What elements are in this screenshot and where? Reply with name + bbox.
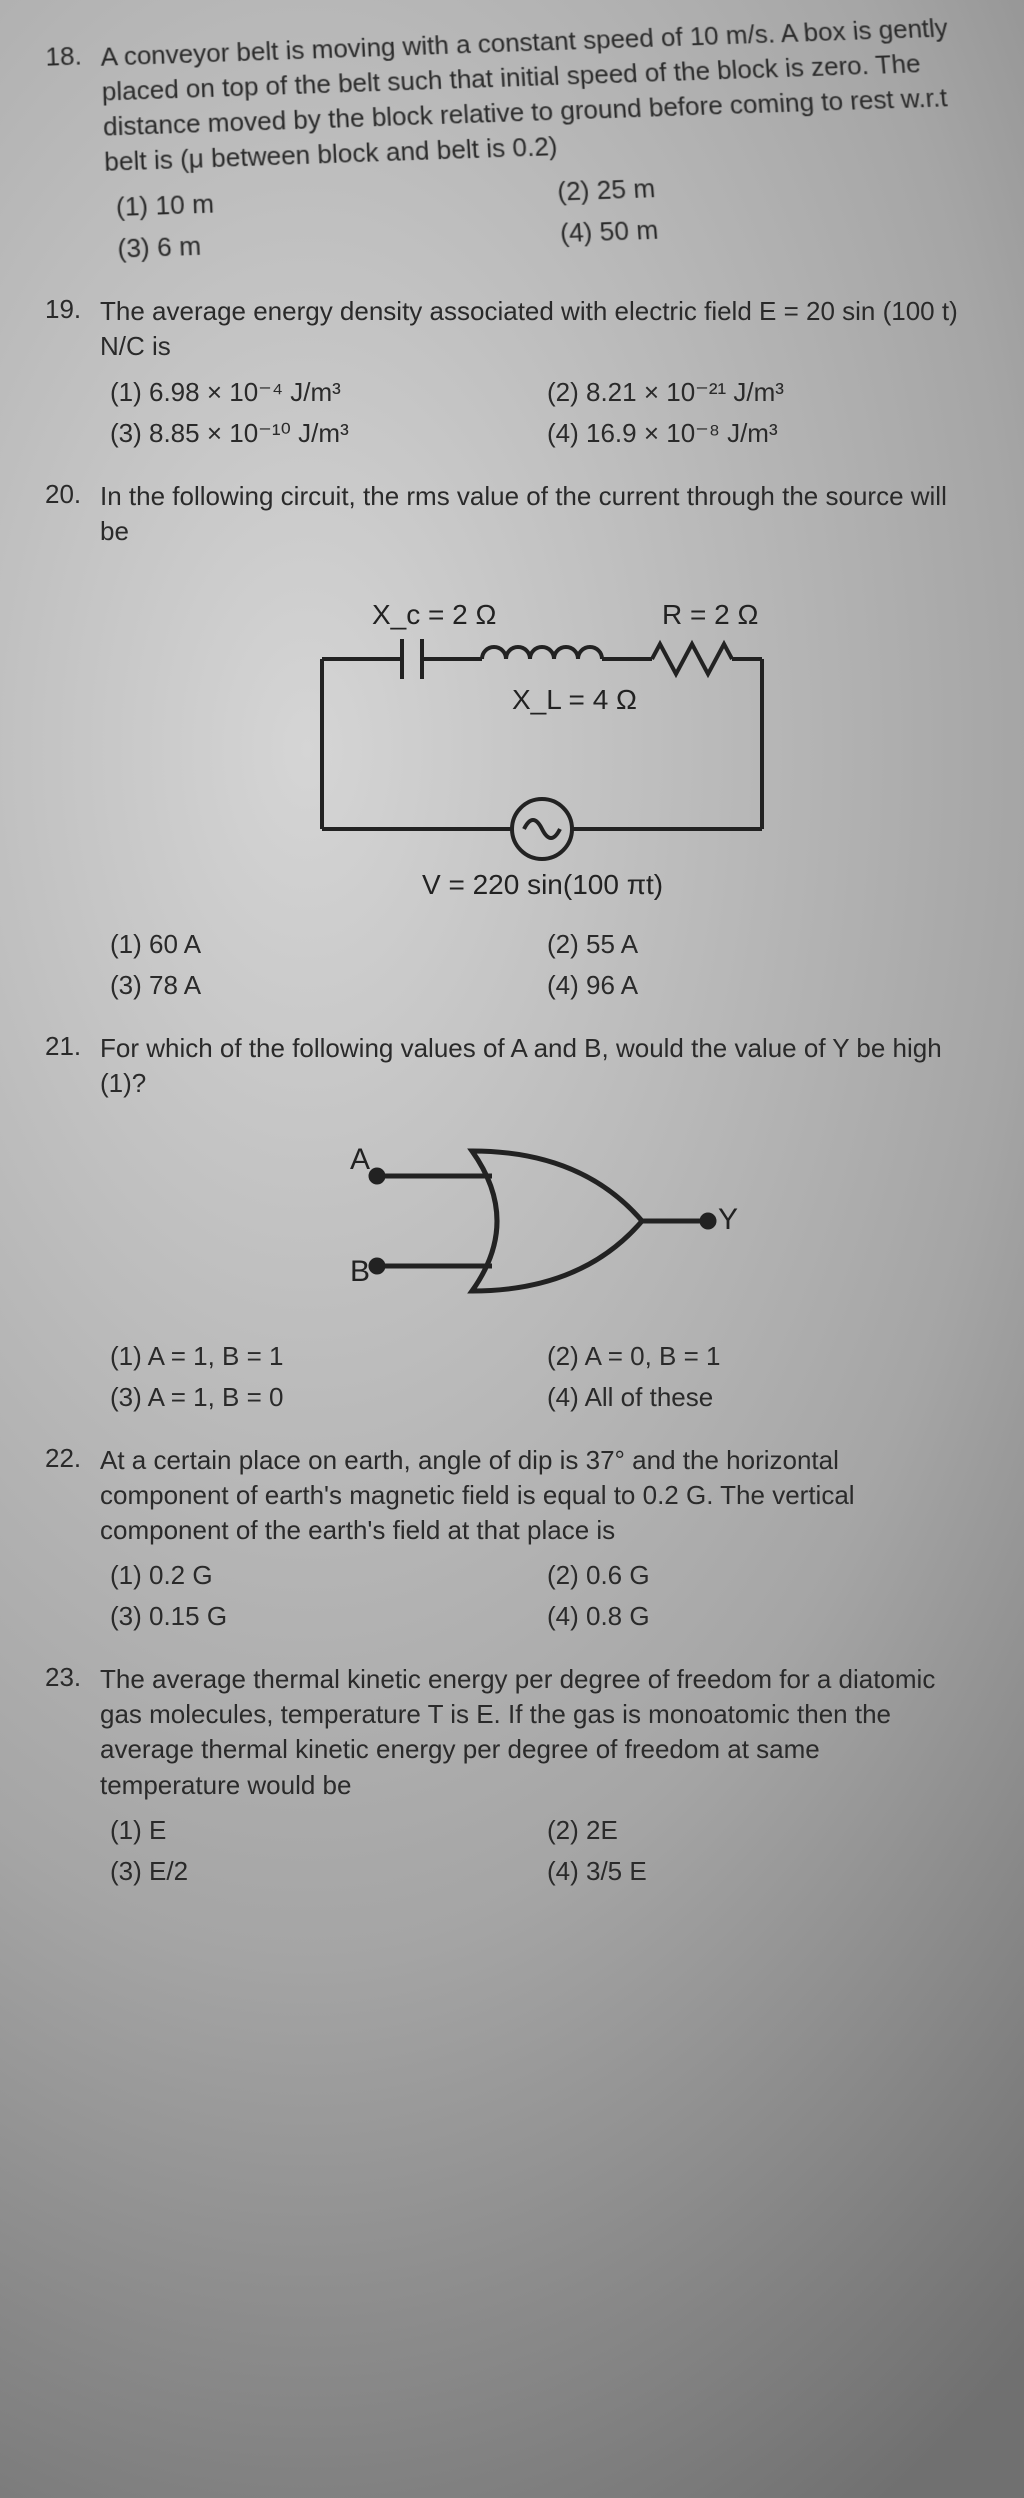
q20-text: In the following circuit, the rms value …: [100, 479, 964, 549]
q19-opt4: (4) 16.9 × 10⁻⁸ J/m³: [547, 418, 964, 449]
q20-opt2: (2) 55 A: [547, 929, 964, 960]
exam-page: 18. A conveyor belt is moving with a con…: [0, 0, 1024, 2498]
q22-opt4: (4) 0.8 G: [547, 1601, 964, 1632]
question-21: 21. For which of the following values of…: [100, 1031, 964, 1413]
q18-text: A conveyor belt is moving with a constan…: [100, 10, 975, 180]
xc-label: X_c = 2 Ω: [372, 599, 496, 630]
circuit-diagram: X_c = 2 Ω X_L = 4 Ω R = 2 Ω V = 220 sin(…: [272, 569, 792, 909]
q18-opt1: (1) 10 m: [115, 177, 538, 223]
q19-opt2: (2) 8.21 × 10⁻²¹ J/m³: [547, 377, 964, 408]
q18-opt4: (4) 50 m: [559, 203, 983, 249]
gate-b-label: B: [350, 1255, 370, 1288]
q23-opt2: (2) 2E: [547, 1815, 964, 1846]
r-label: R = 2 Ω: [662, 599, 758, 630]
v-label: V = 220 sin(100 πt): [422, 869, 663, 900]
gate-a-label: A: [350, 1143, 370, 1176]
q19-opt1: (1) 6.98 × 10⁻⁴ J/m³: [110, 377, 527, 408]
xl-label: X_L = 4 Ω: [512, 684, 637, 715]
q23-text: The average thermal kinetic energy per d…: [100, 1662, 964, 1802]
q21-options: (1) A = 1, B = 1 (2) A = 0, B = 1 (3) A …: [110, 1341, 964, 1413]
q22-opt2: (2) 0.6 G: [547, 1560, 964, 1591]
q23-opt1: (1) E: [110, 1815, 527, 1846]
question-22: 22. At a certain place on earth, angle o…: [100, 1443, 964, 1632]
q18-opt2: (2) 25 m: [556, 162, 979, 208]
gate-y-label: Y: [718, 1203, 738, 1236]
q21-text: For which of the following values of A a…: [100, 1031, 964, 1101]
q21-opt4: (4) All of these: [547, 1382, 964, 1413]
q21-opt2: (2) A = 0, B = 1: [547, 1341, 964, 1372]
q22-opt1: (1) 0.2 G: [110, 1560, 527, 1591]
q19-text: The average energy density associated wi…: [100, 294, 964, 364]
q18-options: (1) 10 m (2) 25 m (3) 6 m (4) 50 m: [115, 162, 983, 265]
q22-number: 22.: [45, 1443, 81, 1474]
q19-number: 19.: [45, 294, 81, 325]
question-18: 18. A conveyor belt is moving with a con…: [100, 10, 983, 265]
q23-number: 23.: [45, 1662, 81, 1693]
q21-number: 21.: [45, 1031, 81, 1062]
q22-text: At a certain place on earth, angle of di…: [100, 1443, 964, 1548]
q21-opt1: (1) A = 1, B = 1: [110, 1341, 527, 1372]
q20-opt1: (1) 60 A: [110, 929, 527, 960]
q20-opt4: (4) 96 A: [547, 970, 964, 1001]
q19-options: (1) 6.98 × 10⁻⁴ J/m³ (2) 8.21 × 10⁻²¹ J/…: [110, 377, 964, 449]
question-19: 19. The average energy density associate…: [100, 294, 964, 448]
q20-options: (1) 60 A (2) 55 A (3) 78 A (4) 96 A: [110, 929, 964, 1001]
question-23: 23. The average thermal kinetic energy p…: [100, 1662, 964, 1886]
q22-options: (1) 0.2 G (2) 0.6 G (3) 0.15 G (4) 0.8 G: [110, 1560, 964, 1632]
q19-opt3: (3) 8.85 × 10⁻¹⁰ J/m³: [110, 418, 527, 449]
question-20: 20. In the following circuit, the rms va…: [100, 479, 964, 1001]
q23-options: (1) E (2) 2E (3) E/2 (4) 3/5 E: [110, 1815, 964, 1887]
q22-opt3: (3) 0.15 G: [110, 1601, 527, 1632]
q18-number: 18.: [45, 41, 82, 73]
q20-number: 20.: [45, 479, 81, 510]
or-gate-diagram: A B Y: [322, 1121, 742, 1321]
q23-opt3: (3) E/2: [110, 1856, 527, 1887]
q23-opt4: (4) 3/5 E: [547, 1856, 964, 1887]
q20-opt3: (3) 78 A: [110, 970, 527, 1001]
q18-opt3: (3) 6 m: [117, 219, 541, 265]
q21-opt3: (3) A = 1, B = 0: [110, 1382, 527, 1413]
